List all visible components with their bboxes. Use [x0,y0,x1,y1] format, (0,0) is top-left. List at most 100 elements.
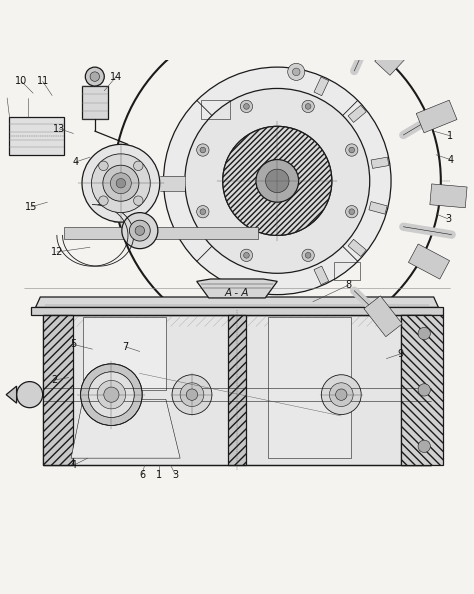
Polygon shape [401,315,443,465]
Circle shape [200,209,206,214]
Polygon shape [409,244,450,279]
Circle shape [185,89,370,273]
Circle shape [134,161,143,170]
Polygon shape [401,315,431,465]
Circle shape [302,100,314,113]
Text: 7: 7 [122,342,129,352]
Circle shape [223,127,332,235]
Polygon shape [375,35,414,75]
Text: 10: 10 [15,77,27,86]
Circle shape [97,380,126,409]
Circle shape [292,68,300,75]
Polygon shape [197,279,277,298]
Circle shape [135,226,145,235]
Circle shape [200,147,206,153]
Circle shape [99,161,108,170]
Circle shape [172,375,212,415]
Bar [201,100,230,119]
Circle shape [114,17,441,345]
Circle shape [110,173,131,194]
Polygon shape [430,184,467,208]
Circle shape [104,387,119,402]
Circle shape [164,67,391,295]
Circle shape [346,144,358,156]
Bar [82,86,108,119]
Circle shape [114,17,441,345]
Circle shape [186,389,198,400]
Polygon shape [364,296,402,337]
Circle shape [91,154,150,213]
Circle shape [82,144,160,222]
Text: 2: 2 [51,375,58,385]
Text: 13: 13 [53,124,65,134]
Text: 4: 4 [73,157,79,167]
Polygon shape [371,157,389,169]
Text: 12: 12 [51,247,63,257]
Circle shape [197,144,209,156]
Polygon shape [64,228,258,239]
Polygon shape [6,386,17,403]
Circle shape [180,383,204,406]
Polygon shape [348,105,366,122]
Circle shape [346,206,358,218]
Circle shape [288,26,309,47]
Circle shape [418,440,430,453]
Circle shape [265,169,289,192]
Polygon shape [369,201,387,214]
Circle shape [336,389,347,400]
Circle shape [288,64,305,80]
Polygon shape [36,297,438,308]
Text: 6: 6 [139,470,145,480]
Circle shape [103,165,139,201]
Polygon shape [314,77,329,96]
Circle shape [349,147,355,153]
Circle shape [244,103,249,109]
Text: 3: 3 [445,214,451,224]
Circle shape [122,213,158,249]
Circle shape [134,196,143,206]
Text: А - А: А - А [225,288,249,298]
Text: 4: 4 [71,460,76,470]
Circle shape [116,179,126,188]
Circle shape [99,196,108,206]
Circle shape [244,252,249,258]
Polygon shape [314,266,329,285]
Circle shape [17,381,43,407]
Polygon shape [31,308,443,315]
Circle shape [240,100,253,113]
Circle shape [89,372,134,418]
Text: 3: 3 [173,470,178,480]
Polygon shape [320,0,352,40]
Circle shape [321,375,361,415]
Wedge shape [223,127,332,235]
Circle shape [85,67,104,86]
Circle shape [418,327,430,340]
Circle shape [302,249,314,261]
Bar [334,263,360,280]
Polygon shape [43,315,431,465]
Text: 15: 15 [25,202,37,212]
Polygon shape [83,317,166,390]
Text: 1: 1 [156,470,162,480]
Circle shape [256,160,299,202]
Text: 14: 14 [110,72,122,81]
Text: 1: 1 [447,131,453,141]
Text: 9: 9 [398,349,403,359]
Circle shape [305,252,311,258]
Polygon shape [268,317,351,458]
Circle shape [240,249,253,261]
Polygon shape [416,100,457,133]
Text: 8: 8 [346,280,351,290]
Circle shape [293,31,304,42]
Text: 11: 11 [36,77,49,86]
Circle shape [329,383,353,406]
Text: 4: 4 [447,154,453,165]
Circle shape [197,206,209,218]
Polygon shape [228,315,246,465]
Circle shape [305,103,311,109]
Polygon shape [114,213,147,222]
Circle shape [129,220,150,241]
Text: 5: 5 [70,339,77,349]
Circle shape [418,384,430,396]
Circle shape [90,72,100,81]
